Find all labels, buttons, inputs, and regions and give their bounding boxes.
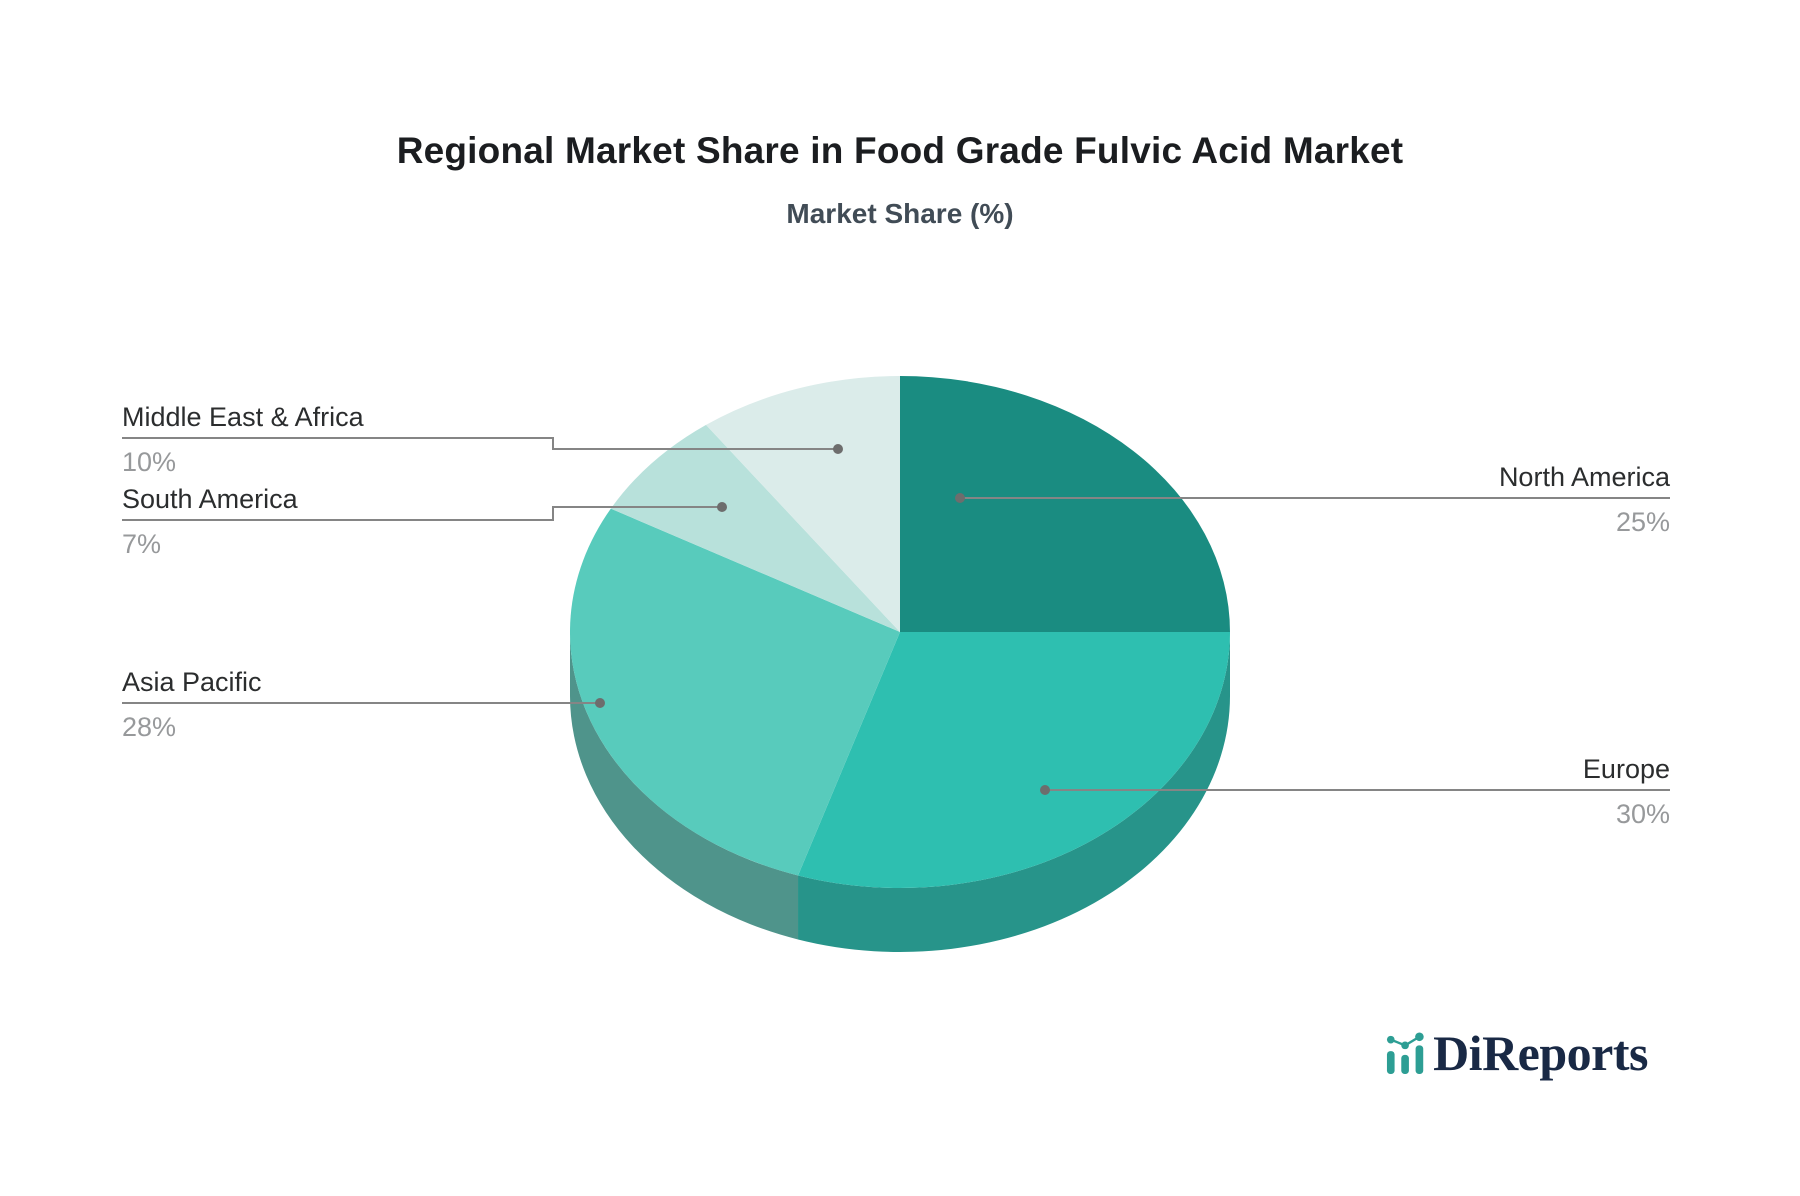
- logo-text: DiReports: [1433, 1025, 1648, 1081]
- leader-dot-middle-east-africa: [833, 444, 843, 454]
- pie-slice-asia-pacific: [570, 508, 900, 876]
- callout-value-middle-east-africa: 10%: [122, 447, 177, 477]
- logo-dot: [1415, 1032, 1424, 1042]
- bar-line-chart-icon: [1387, 1032, 1424, 1074]
- pie-slice-north-america: [900, 376, 1230, 632]
- logo-dot: [1387, 1035, 1395, 1044]
- pie-slice-europe: [798, 632, 1230, 888]
- logo-bar: [1415, 1045, 1424, 1074]
- callout-value-asia-pacific: 28%: [122, 712, 177, 742]
- leader-line-south-america: [122, 506, 722, 521]
- chart-subtitle: Market Share (%): [786, 198, 1014, 229]
- leader-dot-north-america: [955, 493, 965, 503]
- pie-slice-side-asia-pacific: [570, 632, 799, 940]
- leader-line-middle-east-africa: [122, 437, 838, 450]
- callout-label-europe: Europe: [1582, 754, 1670, 784]
- callout-value-south-america: 7%: [122, 529, 162, 559]
- pie-slice-middle-east-africa: [706, 376, 900, 632]
- callout-label-south-america: South America: [122, 484, 298, 514]
- leader-dot-south-america: [717, 502, 727, 512]
- pie-slice-side-europe: [798, 632, 1230, 952]
- callout-value-europe: 30%: [1615, 799, 1670, 829]
- callout-label-asia-pacific: Asia Pacific: [122, 667, 262, 697]
- callout-label-north-america: North America: [1498, 462, 1670, 492]
- brand-logo: DiReports: [1386, 1028, 1648, 1078]
- logo-dot: [1401, 1041, 1409, 1050]
- logo-bar: [1401, 1054, 1409, 1074]
- callout-value-north-america: 25%: [1615, 507, 1670, 537]
- leader-dot-asia-pacific: [595, 698, 605, 708]
- chart-title: Regional Market Share in Food Grade Fulv…: [396, 130, 1404, 171]
- leader-dot-europe: [1040, 785, 1050, 795]
- logo-bar: [1387, 1051, 1395, 1074]
- pie-slice-south-america: [610, 424, 900, 632]
- callout-label-middle-east-africa: Middle East & Africa: [122, 402, 364, 432]
